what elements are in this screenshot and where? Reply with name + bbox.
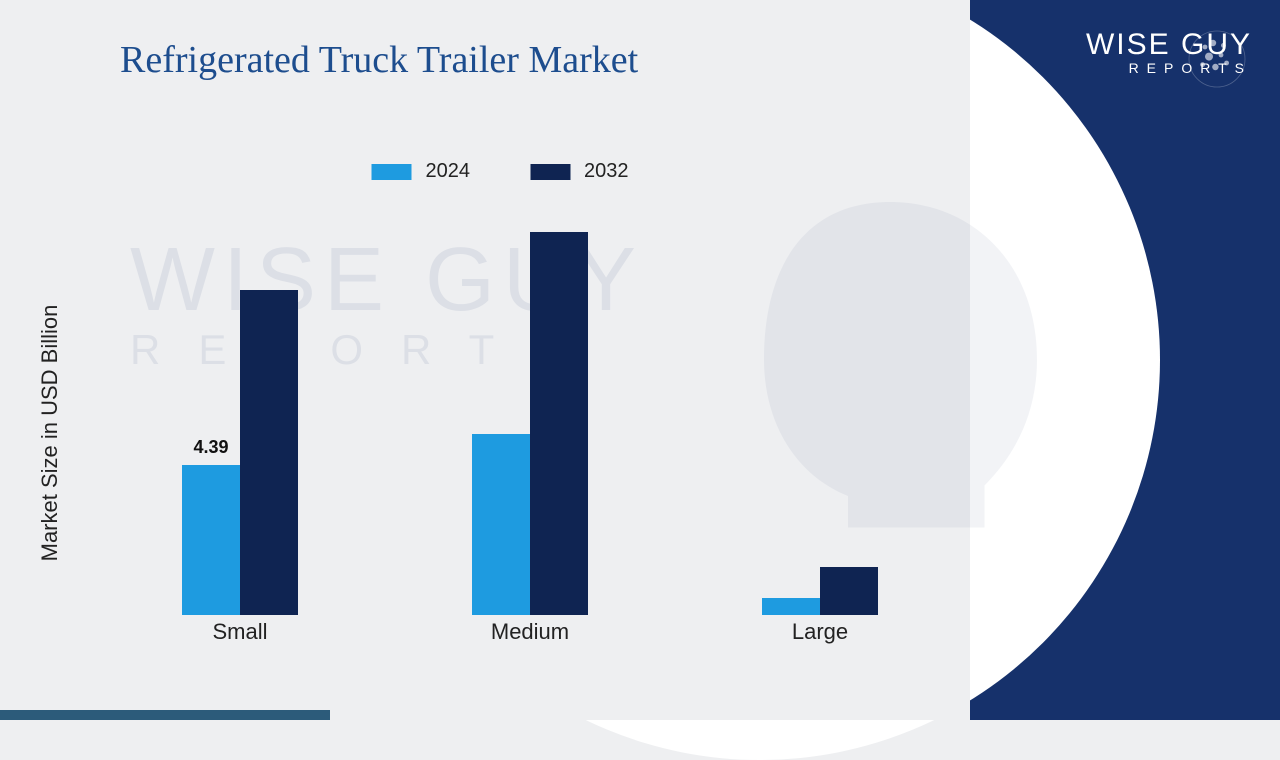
chart-title: Refrigerated Truck Trailer Market	[120, 38, 638, 82]
bar	[530, 232, 588, 615]
bar	[240, 290, 298, 615]
bar-group: 4.39	[182, 290, 298, 615]
brand-logo: WISE GUY REPORTS	[1086, 28, 1252, 76]
brand-head-icon	[1177, 23, 1257, 103]
bar-group	[472, 232, 588, 615]
legend-item: 2024	[372, 160, 471, 183]
x-axis-label: Small	[212, 619, 267, 645]
bar	[472, 434, 530, 615]
y-axis-label: Market Size in USD Billion	[37, 305, 63, 562]
bar-group	[762, 567, 878, 615]
legend-swatch	[372, 164, 412, 180]
bottom-accent-bar	[0, 710, 330, 720]
legend-swatch	[530, 164, 570, 180]
legend-item: 2032	[530, 160, 629, 183]
legend-label: 2024	[426, 160, 471, 183]
bar	[820, 567, 878, 615]
chart-area: 20242032 Market Size in USD Billion 4.39…	[60, 160, 940, 680]
legend-label: 2032	[584, 160, 629, 183]
chart-plot: 4.39 Small Medium Large	[140, 205, 930, 645]
x-axis-label: Large	[792, 619, 848, 645]
bar: 4.39	[182, 465, 240, 615]
x-axis-label: Medium	[491, 619, 569, 645]
bar-value-label: 4.39	[193, 437, 228, 458]
chart-legend: 2024 2032	[372, 160, 629, 183]
bar	[762, 598, 820, 615]
